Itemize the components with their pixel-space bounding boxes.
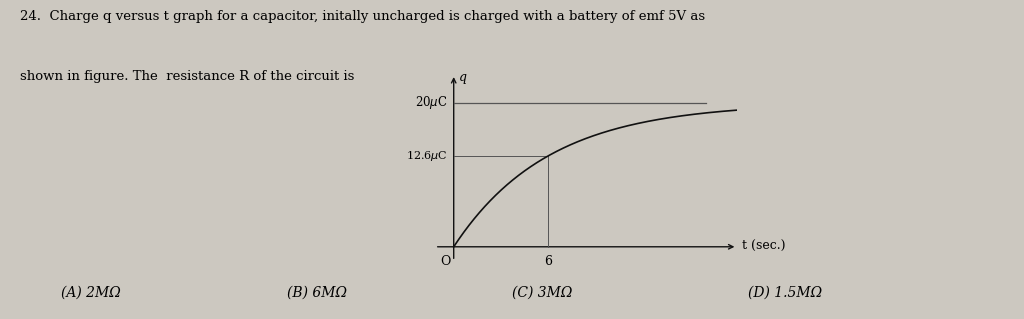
Text: (B) 6MΩ: (B) 6MΩ	[287, 286, 347, 300]
Text: (C) 3MΩ: (C) 3MΩ	[512, 286, 572, 300]
Text: shown in figure. The  resistance R of the circuit is: shown in figure. The resistance R of the…	[20, 70, 355, 83]
Text: (D) 1.5MΩ: (D) 1.5MΩ	[748, 286, 821, 300]
Text: 20$\mu$C: 20$\mu$C	[415, 94, 447, 111]
Text: O: O	[440, 256, 451, 268]
Text: 24.  Charge q versus t graph for a capacitor, initally uncharged is charged with: 24. Charge q versus t graph for a capaci…	[20, 10, 706, 23]
Text: 6: 6	[544, 256, 552, 268]
Text: t (sec.): t (sec.)	[742, 240, 785, 253]
Text: (A) 2MΩ: (A) 2MΩ	[61, 286, 121, 300]
Text: q: q	[459, 70, 467, 84]
Text: 12.6$\mu$C: 12.6$\mu$C	[406, 149, 447, 163]
